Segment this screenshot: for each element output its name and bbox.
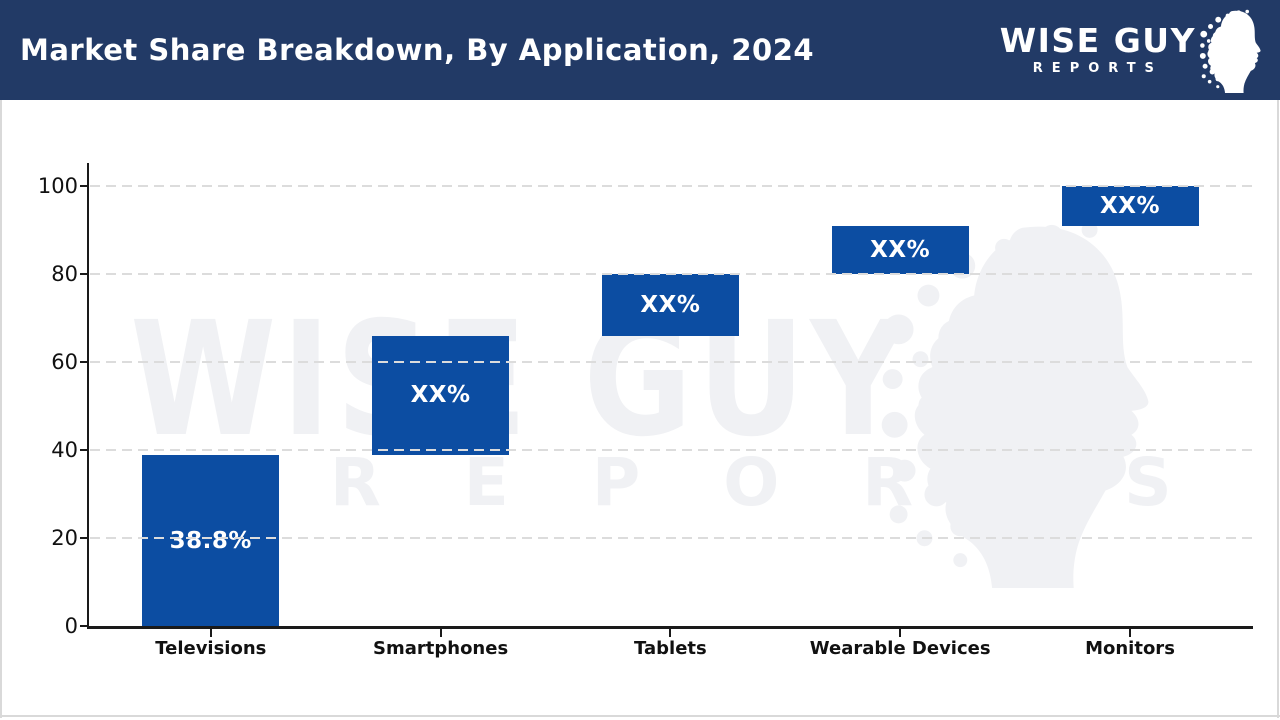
brand-logo: WISE GUY REPORTS: [1000, 6, 1266, 94]
category-label-tablets: Tablets: [634, 638, 707, 659]
x-tick-mark-monitors: [1129, 629, 1131, 637]
brand-name-bottom: REPORTS: [1032, 61, 1163, 76]
y-tick-mark-40: [80, 449, 88, 451]
y-tick-mark-100: [80, 185, 88, 187]
bar-smartphones: XX%: [372, 335, 510, 456]
bar-value-label-televisions: 38.8%: [169, 527, 252, 554]
bar-value-label-smartphones: XX%: [410, 382, 471, 409]
y-tick-mark-60: [80, 361, 88, 363]
x-tick-mark-televisions: [209, 629, 212, 637]
brand-name-top: WISE GUY: [999, 21, 1196, 60]
brand-wordmark: WISE GUY REPORTS: [999, 21, 1196, 77]
gridline-y-40: [90, 449, 1253, 451]
bar-tablets: XX%: [601, 274, 739, 336]
y-axis-line: [87, 163, 89, 628]
x-tick-mark-tablets: [669, 629, 672, 637]
category-label-monitors: Monitors: [1085, 638, 1175, 659]
y-tick-mark-0: [80, 625, 88, 627]
y-tick-label-60: 60: [51, 350, 78, 374]
y-tick-mark-80: [80, 273, 88, 275]
x-tick-mark-wearable-devices: [899, 629, 902, 637]
x-tick-mark-smartphones: [439, 629, 442, 637]
header-bar: Market Share Breakdown, By Application, …: [0, 0, 1280, 100]
watermark-text-top: WISE GUY: [130, 288, 912, 472]
bar-wearable-devices: XX%: [831, 225, 969, 274]
y-tick-label-40: 40: [51, 438, 78, 462]
gridline-y-60: [90, 361, 1253, 363]
category-label-wearable-devices: Wearable Devices: [809, 638, 991, 659]
y-tick-mark-20: [80, 537, 88, 539]
x-axis-line: [87, 626, 1253, 629]
brand-head-icon: [1199, 9, 1261, 93]
bar-value-label-monitors: XX%: [1099, 192, 1160, 219]
frame-border-left: [0, 100, 2, 718]
frame-border-right: [1277, 100, 1279, 718]
y-tick-label-100: 100: [37, 174, 78, 198]
bar-televisions: 38.8%: [142, 455, 280, 626]
bar-value-label-tablets: XX%: [640, 291, 701, 318]
category-label-smartphones: Smartphones: [373, 638, 509, 659]
bar-value-label-wearable-devices: XX%: [870, 236, 931, 263]
gridline-y-100: [90, 185, 1253, 187]
category-label-televisions: Televisions: [155, 638, 267, 659]
frame-border-bottom: [0, 715, 1280, 717]
gridline-y-20: [90, 537, 1253, 539]
y-tick-label-0: 0: [64, 614, 78, 638]
gridline-y-80: [90, 273, 1253, 275]
y-tick-label-80: 80: [51, 262, 78, 286]
bar-monitors: XX%: [1061, 186, 1199, 226]
y-tick-label-20: 20: [51, 526, 78, 550]
page-title: Market Share Breakdown, By Application, …: [20, 33, 815, 67]
